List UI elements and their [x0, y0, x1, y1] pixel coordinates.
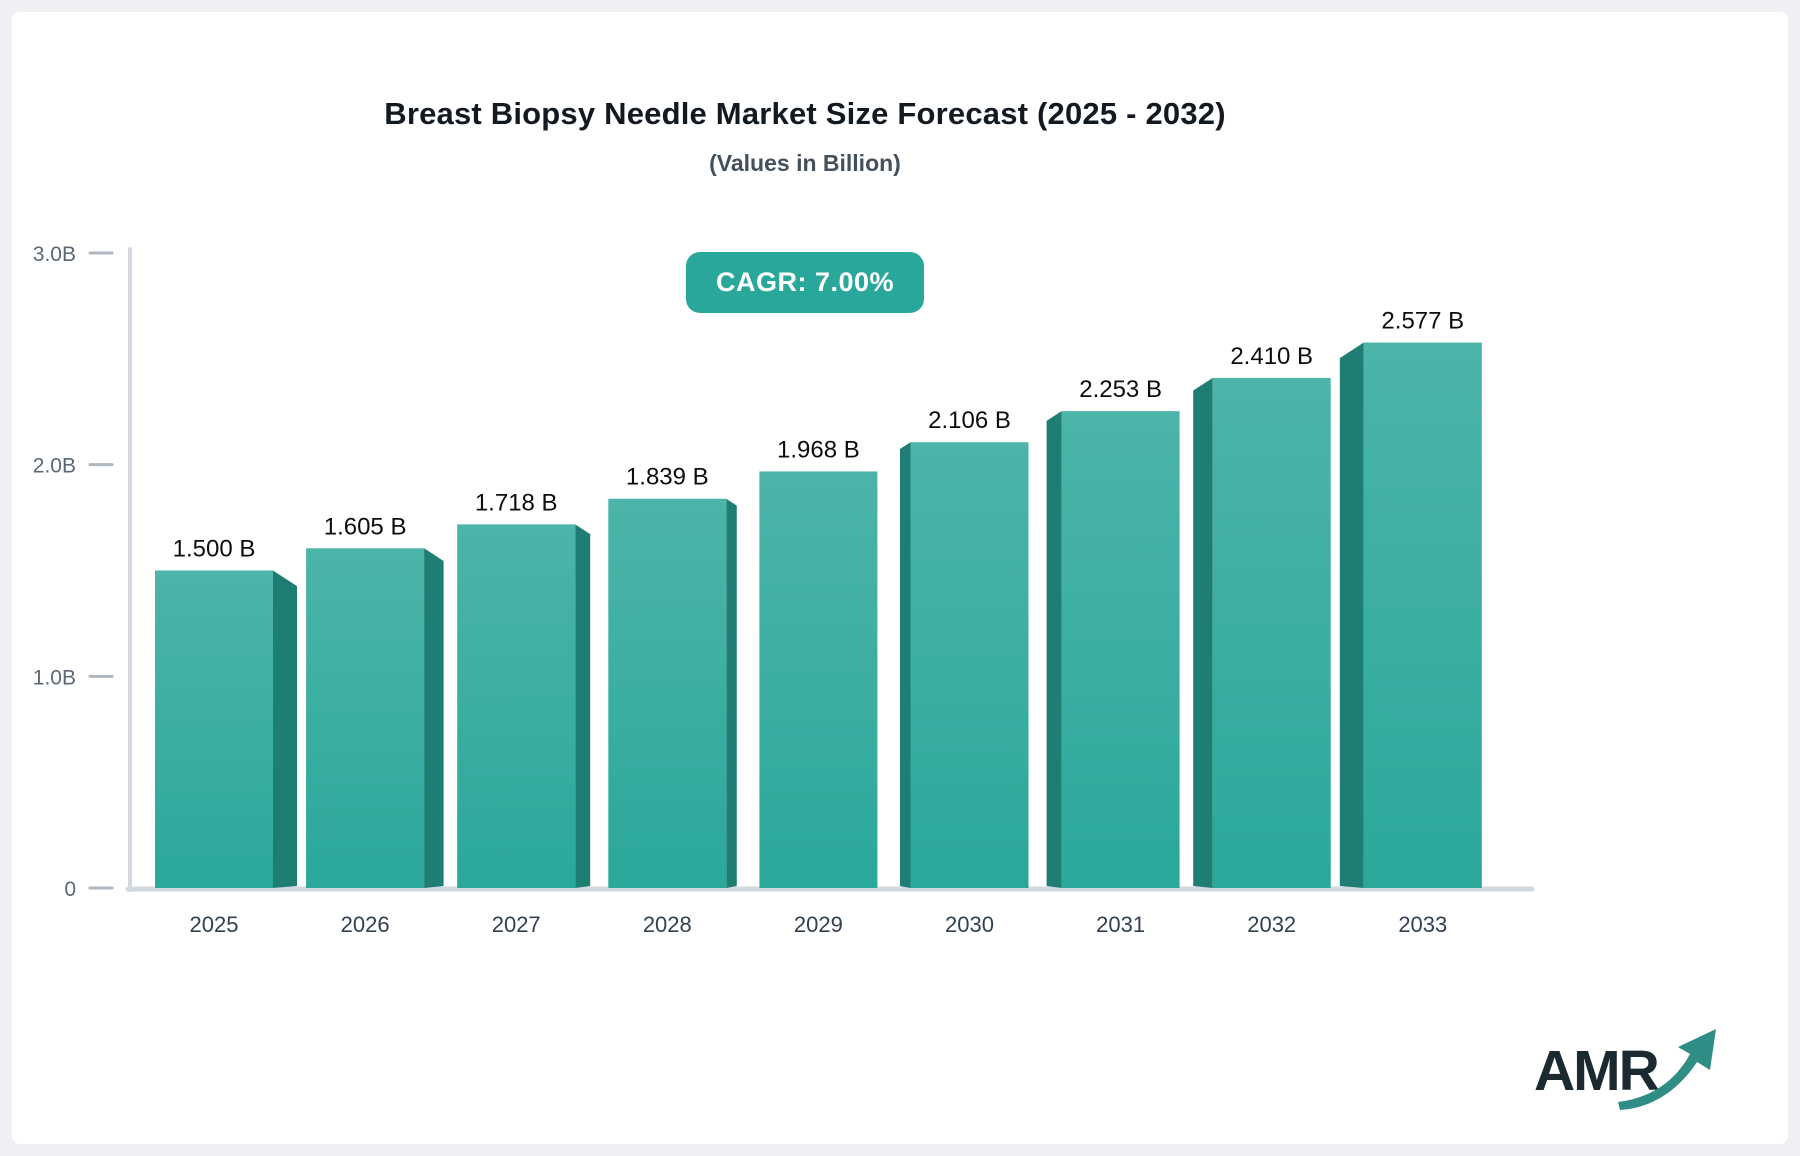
value-label-2029: 1.968 B	[777, 436, 860, 463]
bar-2029	[759, 471, 878, 888]
bar-side-2032	[1193, 377, 1213, 888]
year-label-2029: 2029	[794, 912, 843, 937]
bar-2033	[1363, 342, 1482, 888]
bar-side-2033	[1339, 342, 1364, 888]
year-label-2027: 2027	[492, 912, 541, 937]
bar-side-2028	[726, 498, 737, 888]
chart-header: Breast Biopsy Needle Market Size Forecas…	[0, 0, 1610, 177]
value-label-2028: 1.839 B	[626, 464, 709, 491]
value-label-2032: 2.410 B	[1230, 343, 1313, 370]
value-label-2031: 2.253 B	[1079, 376, 1162, 403]
bar-2026	[306, 548, 425, 888]
y-tick-label: 2.0B	[33, 455, 76, 478]
year-label-2026: 2026	[341, 912, 390, 937]
amr-logo-text: AMR	[1534, 1039, 1660, 1103]
y-tick-label: 0	[64, 878, 76, 901]
cagr-badge: CAGR: 7.00%	[685, 252, 925, 313]
chart-subtitle: (Values in Billion)	[709, 150, 901, 176]
bar-side-2031	[1046, 411, 1062, 888]
chart-title: Breast Biopsy Needle Market Size Forecas…	[384, 96, 1226, 131]
bar-side-2030	[900, 442, 911, 888]
bar-2028	[608, 498, 727, 888]
bar-2025	[155, 570, 273, 888]
bar-2027	[457, 524, 576, 888]
value-label-2025: 1.500 B	[173, 536, 256, 563]
bar-side-2027	[575, 524, 591, 888]
year-label-2032: 2032	[1247, 912, 1296, 937]
year-label-2028: 2028	[643, 912, 692, 937]
bar-2030	[910, 442, 1029, 888]
amr-logo: AMR	[1528, 1029, 1728, 1128]
year-label-2033: 2033	[1398, 912, 1447, 937]
bar-side-2025	[273, 570, 297, 888]
y-tick-label: 1.0B	[33, 666, 76, 689]
value-label-2030: 2.106 B	[928, 407, 1011, 434]
bar-side-2026	[424, 548, 444, 888]
bar-2031	[1061, 411, 1180, 888]
value-label-2027: 1.718 B	[475, 489, 558, 516]
amr-logo-arrow-icon	[1618, 1029, 1716, 1110]
year-label-2025: 2025	[190, 912, 239, 937]
value-label-2033: 2.577 B	[1381, 308, 1464, 335]
bar-2032	[1212, 377, 1331, 888]
y-tick-label: 3.0B	[33, 243, 76, 266]
value-label-2026: 1.605 B	[324, 513, 407, 540]
year-label-2031: 2031	[1096, 912, 1145, 937]
plot-area: 3.0B 2.0B 1.0B 0 1.500 B 2025 1.605 B 2026 1.718…	[33, 243, 1535, 937]
year-label-2030: 2030	[945, 912, 994, 937]
